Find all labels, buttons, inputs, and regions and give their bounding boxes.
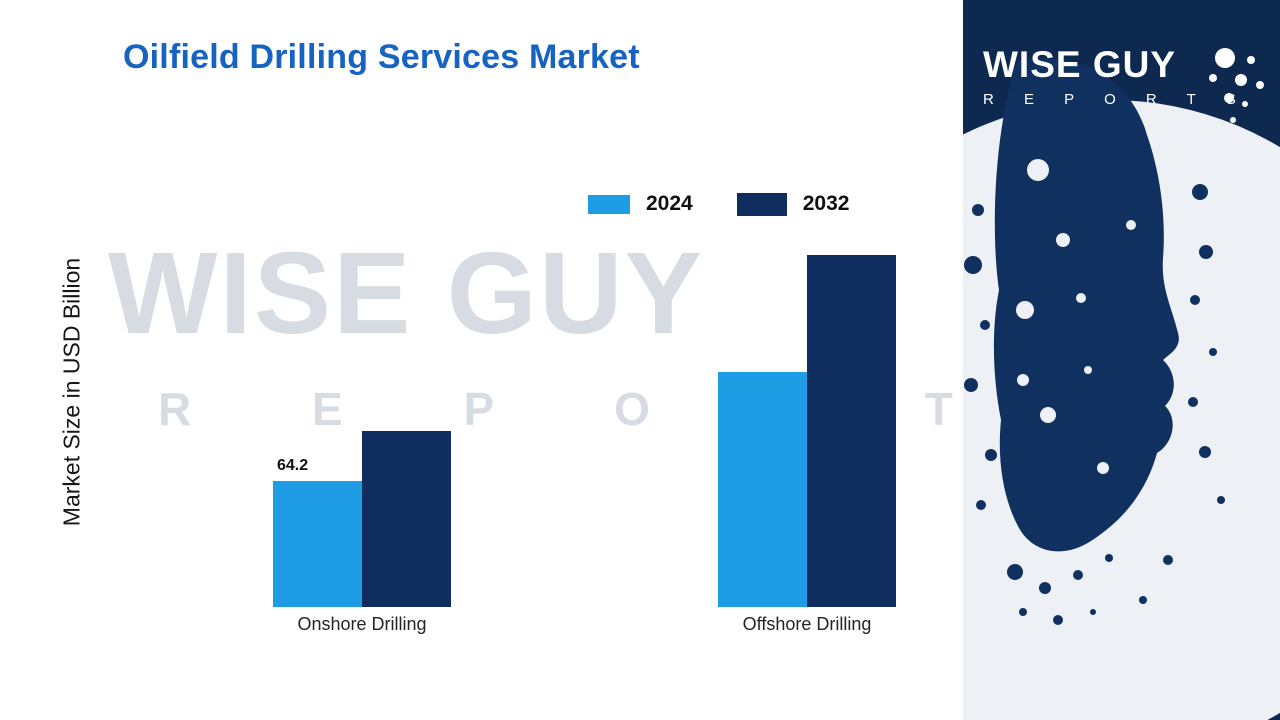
head-profile-icon [993,58,1179,552]
legend-swatch-2032 [736,192,787,216]
legend-label-2032: 2032 [802,192,850,215]
brand-logo: WISE GUY R E P O R T S [983,44,1249,108]
legend-label-2024: 2024 [646,192,693,215]
y-axis-label: Market Size in USD Billion [58,257,85,527]
page-title: Oilfield Drilling Services Market [123,38,640,76]
brand-art [963,0,1280,720]
watermark-wise-guy: WISE GUY [108,228,705,358]
legend-swatch-2024 [588,194,630,214]
legend: 2024 2032 [588,192,849,216]
logo-head-dots-icon [1209,48,1264,123]
bar-2024-category-0: 64.2 [273,457,362,607]
logo-wise-guy: WISE GUY [983,44,1177,85]
category-label-onshore: Onshore Drilling [297,614,427,634]
bar-group-offshore [718,255,896,607]
brand-panel: WISE GUY R E P O R T S [963,0,1280,720]
bar-2024-category-1 [718,372,807,607]
scatter-dots-navy [964,184,1225,625]
head-bubble-holes [1016,159,1136,474]
logo-reports: R E P O R T S [983,91,1249,108]
bar-2032-category-0 [362,431,451,607]
bar-2032-category-1 [807,255,896,607]
category-label-offshore: Offshore Drilling [742,614,872,634]
bar-value-label: 64.2 [277,457,309,474]
bar-group-onshore: 64.2 [273,431,451,607]
